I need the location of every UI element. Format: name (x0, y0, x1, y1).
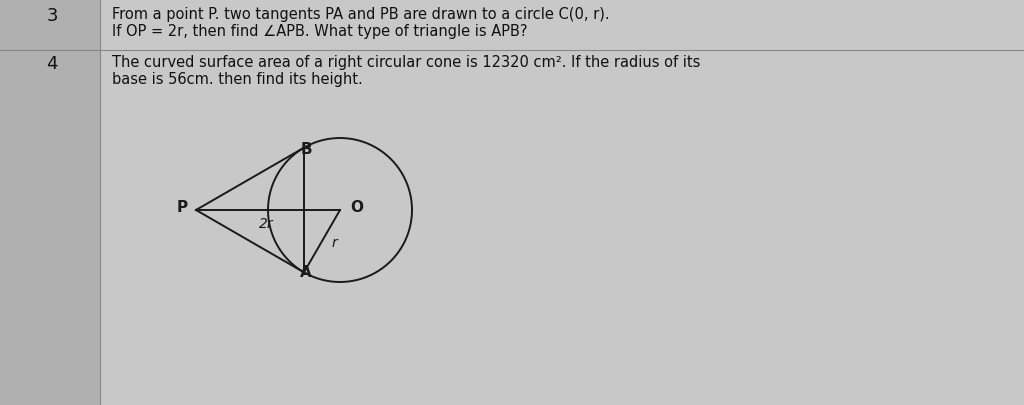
Text: The curved surface area of a right circular cone is 12320 cm². If the radius of : The curved surface area of a right circu… (112, 55, 700, 70)
Text: r: r (332, 236, 338, 250)
Text: P: P (177, 200, 188, 215)
FancyBboxPatch shape (0, 0, 100, 405)
Text: From a point P. two tangents PA and PB are drawn to a circle C(0, r).: From a point P. two tangents PA and PB a… (112, 7, 609, 22)
Text: B: B (300, 142, 312, 157)
Text: A: A (300, 265, 312, 280)
Text: 3: 3 (46, 7, 57, 25)
FancyBboxPatch shape (100, 0, 1024, 405)
Text: 2r: 2r (259, 217, 273, 231)
Text: If OP = 2r, then find ∠APB. What type of triangle is APB?: If OP = 2r, then find ∠APB. What type of… (112, 24, 527, 39)
Text: base is 56cm. then find its height.: base is 56cm. then find its height. (112, 72, 362, 87)
Text: O: O (350, 200, 362, 215)
Text: 4: 4 (46, 55, 57, 73)
